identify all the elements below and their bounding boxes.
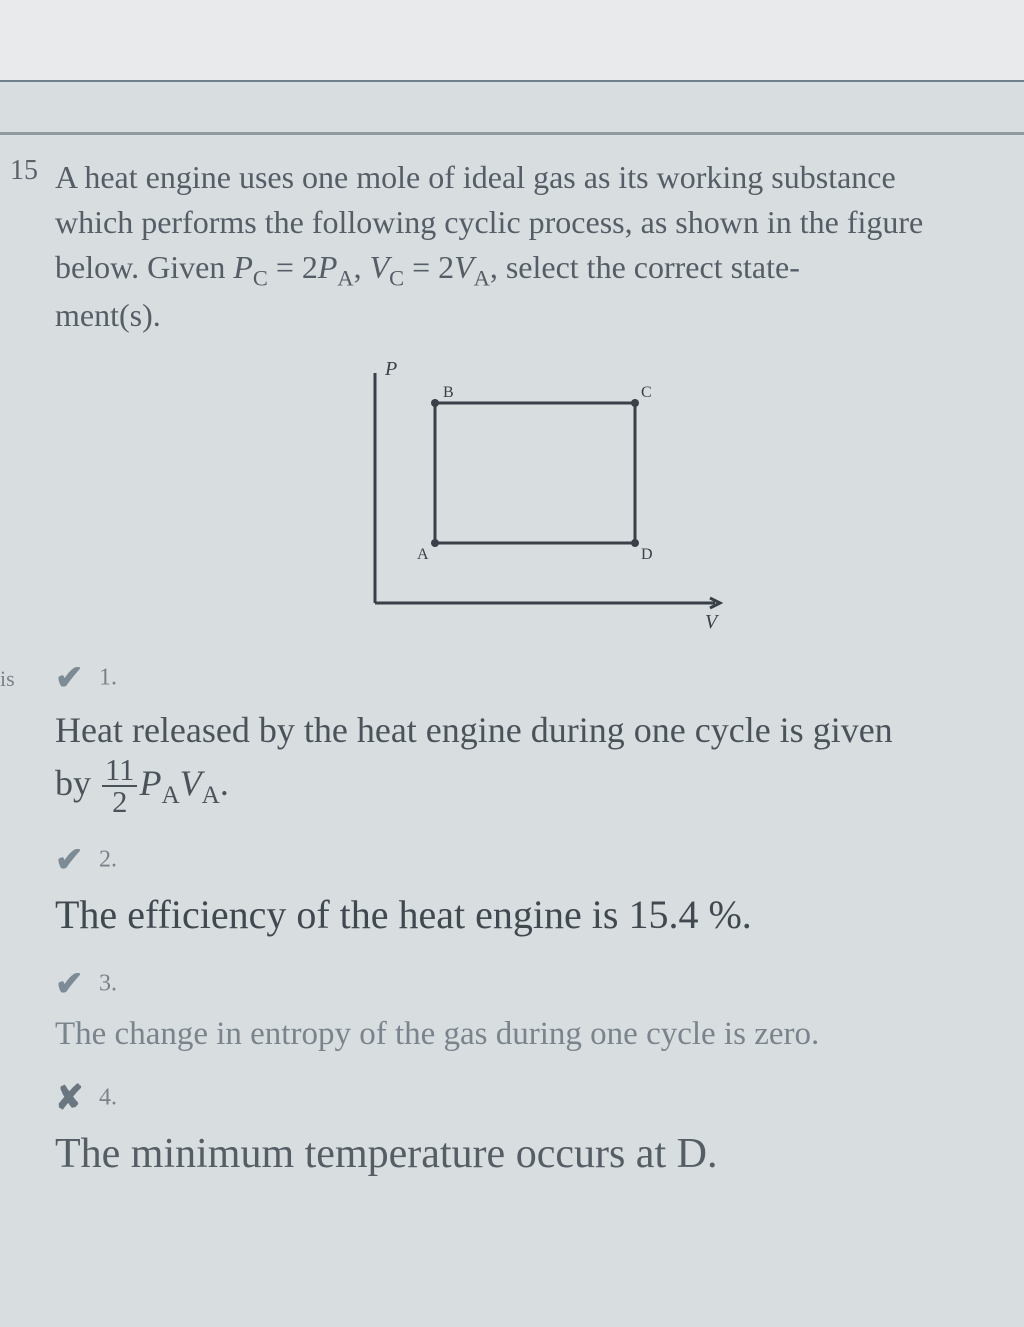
answer-number: 4. (99, 1085, 117, 1111)
answer-number: 3. (99, 970, 117, 996)
cycle-box (435, 403, 635, 543)
eq1-rhs-sub: A (337, 265, 353, 290)
answer-number: 2. (99, 846, 117, 872)
answer-number: 1. (99, 665, 117, 691)
check-icon: ✔ (55, 964, 95, 1004)
content-area: 15 A heat engine uses one mole of ideal … (0, 135, 1024, 1225)
page: 15 A heat engine uses one mole of ideal … (0, 0, 1024, 1327)
pv-diagram: P V B C A D (315, 353, 735, 633)
problem-line-4: ment(s). (55, 297, 161, 333)
label-d: D (641, 546, 653, 563)
label-c: C (641, 384, 652, 401)
eq2-rhs-var: V (454, 249, 474, 285)
top-window-bar (0, 0, 1024, 82)
ans1-var1: P (139, 763, 161, 803)
eq1-lhs-var: P (233, 249, 253, 285)
side-label: is (0, 666, 15, 692)
answer-text-1: Heat released by the heat engine during … (55, 706, 994, 818)
point-b (431, 399, 439, 407)
cross-icon: ✘ (55, 1078, 95, 1118)
eq1-lhs-sub: C (253, 265, 268, 290)
answer-text-2: The efficiency of the heat engine is 15.… (55, 888, 994, 942)
x-axis-label: V (705, 611, 720, 633)
ans1-sub2: A (202, 782, 220, 809)
answer-text-3: The change in entropy of the gas during … (55, 1012, 994, 1057)
frac-top: 11 (102, 755, 137, 788)
label-a: A (417, 546, 429, 563)
check-icon: ✔ (55, 840, 95, 880)
eq1-eq: = 2 (276, 249, 318, 285)
problem-line-3-prefix: below. Given (55, 249, 233, 285)
answer-option-3: ✔ 3. (55, 964, 994, 1004)
fraction: 112 (102, 755, 137, 818)
ans1-suffix: . (220, 763, 229, 803)
point-c (631, 399, 639, 407)
check-icon: ✔ (55, 658, 95, 698)
y-axis-label: P (384, 358, 397, 380)
ans1-var2: V (180, 763, 202, 803)
eq1-rhs-var: P (318, 249, 338, 285)
answer-text-4: The minimum temperature occurs at D. (55, 1126, 994, 1183)
answers-block: ✔ 1. Heat released by the heat engine du… (55, 658, 994, 1183)
frac-bot: 2 (102, 787, 137, 818)
eq-sep: , (354, 249, 370, 285)
problem-line-2: which performs the following cyclic proc… (55, 204, 923, 240)
problem-line-1: A heat engine uses one mole of ideal gas… (55, 159, 896, 195)
ans1-line1: Heat released by the heat engine during … (55, 710, 893, 750)
point-d (631, 539, 639, 547)
ans1-line2-prefix: by (55, 763, 100, 803)
eq2-eq: = 2 (412, 249, 454, 285)
answer-option-4: ✘ 4. (55, 1078, 994, 1118)
eq2-lhs-var: V (370, 249, 390, 285)
problem-line-3-suffix: , select the correct state- (490, 249, 800, 285)
problem-statement: A heat engine uses one mole of ideal gas… (55, 155, 994, 338)
ans1-sub1: A (161, 782, 179, 809)
answer-option-1: ✔ 1. (55, 658, 994, 698)
question-number: 15 (10, 155, 38, 187)
answer-option-2: ✔ 2. (55, 840, 994, 880)
label-b: B (443, 384, 454, 401)
point-a (431, 539, 439, 547)
eq2-rhs-sub: A (474, 265, 490, 290)
eq2-lhs-sub: C (389, 265, 404, 290)
